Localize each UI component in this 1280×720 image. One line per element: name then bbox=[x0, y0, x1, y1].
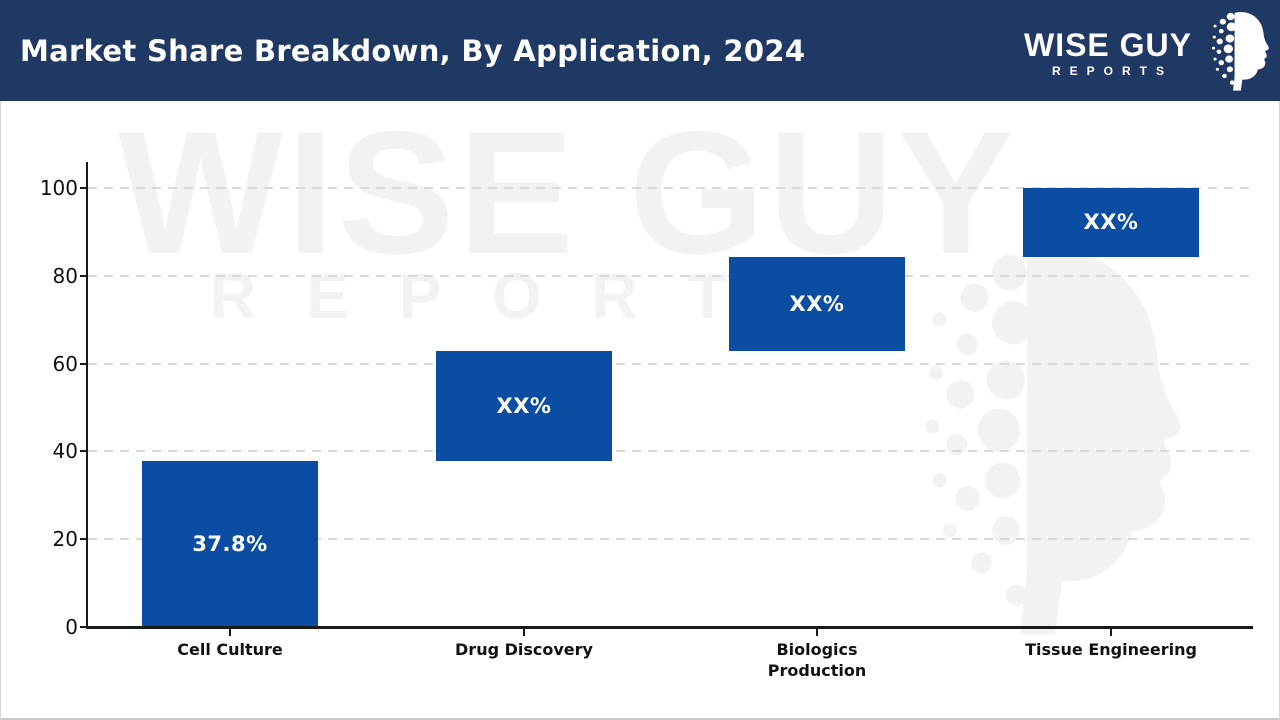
y-tick-label: 60 bbox=[52, 351, 78, 376]
y-axis-tick bbox=[80, 450, 88, 453]
y-tick-label: 20 bbox=[52, 527, 78, 552]
x-category-label: Biologics Production bbox=[697, 639, 937, 681]
chart-title: Market Share Breakdown, By Application, … bbox=[20, 33, 806, 68]
x-category-label: Tissue Engineering bbox=[991, 639, 1231, 660]
watermark-text-reports: REPORTS bbox=[210, 260, 870, 332]
category-label-line: Production bbox=[767, 661, 867, 680]
x-axis-tick bbox=[229, 629, 231, 636]
gridline bbox=[88, 450, 1253, 453]
y-axis-line bbox=[86, 162, 88, 629]
gridline bbox=[88, 274, 1253, 277]
y-tick-label: 80 bbox=[52, 263, 78, 288]
category-label-line: Cell Culture bbox=[177, 640, 283, 659]
y-axis-tick bbox=[80, 187, 88, 189]
y-axis-tick bbox=[80, 362, 88, 365]
logo-head-dots-icon bbox=[1211, 12, 1269, 91]
category-label-line: Tissue Engineering bbox=[1025, 640, 1197, 659]
x-axis-tick bbox=[816, 629, 818, 636]
y-axis-tick bbox=[80, 626, 88, 628]
gridline bbox=[88, 187, 1253, 189]
gridline bbox=[88, 362, 1253, 365]
y-tick-label: 40 bbox=[52, 439, 78, 464]
bar-cell-culture: 37.8% bbox=[142, 461, 318, 627]
bar-value-label: 37.8% bbox=[192, 532, 268, 557]
bar-biologics-production: XX% bbox=[729, 256, 905, 351]
x-category-label: Cell Culture bbox=[110, 639, 350, 660]
y-axis-tick bbox=[80, 538, 88, 541]
x-axis-tick bbox=[1110, 629, 1112, 636]
category-label-line: Drug Discovery bbox=[455, 640, 593, 659]
y-tick-label: 0 bbox=[65, 615, 78, 639]
bar-value-label: XX% bbox=[496, 393, 552, 418]
logo-name: WISE GUY bbox=[1023, 27, 1192, 63]
bar-tissue-engineering: XX% bbox=[1023, 188, 1199, 257]
x-axis-tick bbox=[523, 629, 525, 636]
header-bar: Market Share Breakdown, By Application, … bbox=[0, 0, 1280, 101]
logo-text: WISE GUY REPORTS bbox=[1024, 28, 1192, 78]
logo-subtitle: REPORTS bbox=[1051, 64, 1173, 78]
wiseguy-logo: WISE GUY REPORTS bbox=[1024, 4, 1272, 98]
bar-value-label: XX% bbox=[789, 291, 845, 316]
y-axis-tick bbox=[80, 274, 88, 277]
chart-area: WISE GUY REPORTS 0 20 40 60 80 100 37.8% XX% XX%… bbox=[0, 96, 1280, 718]
y-tick-label: 100 bbox=[39, 176, 78, 200]
bar-drug-discovery: XX% bbox=[436, 350, 612, 462]
gridline bbox=[88, 538, 1253, 541]
category-label-line: Biologics bbox=[776, 640, 858, 659]
bar-value-label: XX% bbox=[1083, 210, 1139, 235]
x-axis-line bbox=[86, 626, 1253, 629]
x-category-label: Drug Discovery bbox=[404, 639, 644, 660]
